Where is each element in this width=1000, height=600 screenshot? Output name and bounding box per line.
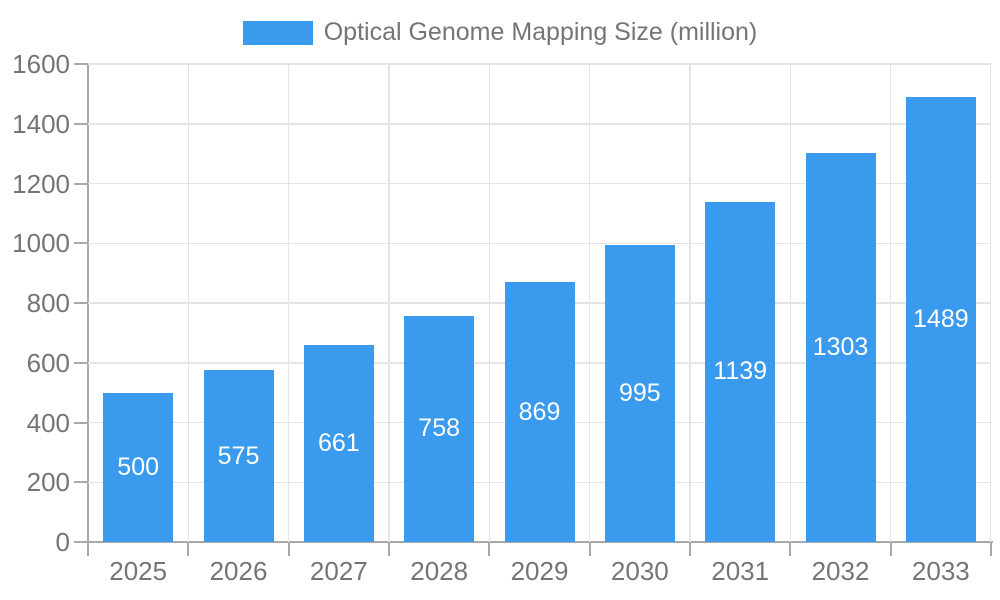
y-axis-tick <box>74 182 88 185</box>
vertical-gridline <box>388 64 390 542</box>
bar-value-label: 869 <box>518 397 561 426</box>
y-axis-label: 1200 <box>12 168 70 199</box>
bar-2031[interactable]: 1139 <box>705 201 776 542</box>
x-axis-label: 2028 <box>410 556 469 586</box>
bar-2029[interactable]: 869 <box>504 282 575 542</box>
bar-2028[interactable]: 758 <box>404 315 475 542</box>
vertical-gridline <box>588 64 591 542</box>
bar-2032[interactable]: 1303 <box>805 152 876 542</box>
y-axis-label: 1600 <box>12 49 70 79</box>
x-axis-label: 2033 <box>911 556 970 586</box>
y-axis-label: 1000 <box>12 228 70 259</box>
x-axis-label: 2032 <box>811 556 870 586</box>
x-axis-tick <box>990 542 992 556</box>
x-axis-tick <box>789 542 792 556</box>
x-axis-label: 2025 <box>109 556 168 586</box>
bar-2030[interactable]: 995 <box>604 244 675 542</box>
x-axis-tick <box>87 542 89 556</box>
bar-2025[interactable]: 500 <box>103 392 174 542</box>
x-axis-tick <box>689 542 691 556</box>
bar-value-label: 995 <box>618 378 661 407</box>
bar-value-label: 1139 <box>713 357 768 386</box>
x-axis-line <box>87 541 993 543</box>
horizontal-gridline <box>88 63 991 65</box>
y-axis-tick <box>74 421 88 424</box>
y-axis-label: 1400 <box>12 108 70 139</box>
vertical-gridline <box>187 64 190 542</box>
y-axis-tick <box>74 361 88 364</box>
bar-value-label: 500 <box>117 452 160 481</box>
vertical-gridline <box>689 64 691 542</box>
vertical-gridline <box>789 64 792 542</box>
horizontal-gridline <box>88 242 991 244</box>
legend[interactable]: Optical Genome Mapping Size (million) <box>0 18 1000 47</box>
x-axis-tick <box>388 542 390 556</box>
y-axis-tick <box>74 481 88 484</box>
y-axis-label: 400 <box>26 407 70 438</box>
bar-2033[interactable]: 1489 <box>905 97 976 542</box>
x-axis-tick <box>889 542 892 556</box>
y-axis-tick <box>74 63 88 65</box>
vertical-gridline <box>287 64 290 542</box>
legend-swatch-icon <box>242 20 313 45</box>
bar-value-label: 575 <box>217 441 260 470</box>
legend-label: Optical Genome Mapping Size (million) <box>323 18 758 46</box>
x-axis-tick <box>187 542 190 556</box>
y-axis-tick <box>74 541 88 543</box>
plot-area: 500 575 661 758 869 995 1139 1303 1489 <box>88 63 991 542</box>
x-axis-label: 2026 <box>209 556 268 586</box>
x-axis-label: 2030 <box>610 556 669 586</box>
x-axis-label: 2027 <box>309 556 368 586</box>
horizontal-gridline <box>88 123 991 125</box>
y-axis-label: 600 <box>26 347 70 378</box>
bar-value-label: 758 <box>418 414 461 443</box>
vertical-gridline <box>989 64 991 542</box>
y-axis-tick <box>74 302 88 304</box>
bar-value-label: 661 <box>317 428 360 457</box>
x-axis-tick <box>287 542 290 556</box>
y-axis-label: 0 <box>55 527 70 557</box>
bar-value-label: 1303 <box>812 332 869 361</box>
y-axis-label: 800 <box>26 288 70 318</box>
x-axis-label: 2031 <box>711 556 770 586</box>
x-axis-label: 2029 <box>510 556 569 586</box>
vertical-gridline <box>889 64 892 542</box>
vertical-gridline <box>488 64 491 542</box>
horizontal-gridline <box>88 182 991 185</box>
bar-2026[interactable]: 575 <box>203 370 274 542</box>
bar-2027[interactable]: 661 <box>303 344 374 542</box>
y-axis-tick <box>74 242 88 245</box>
y-axis-tick <box>74 122 88 125</box>
y-axis-label: 200 <box>26 467 70 498</box>
x-axis-tick <box>588 542 591 556</box>
bar-value-label: 1489 <box>913 305 969 334</box>
x-axis-tick <box>488 542 491 556</box>
